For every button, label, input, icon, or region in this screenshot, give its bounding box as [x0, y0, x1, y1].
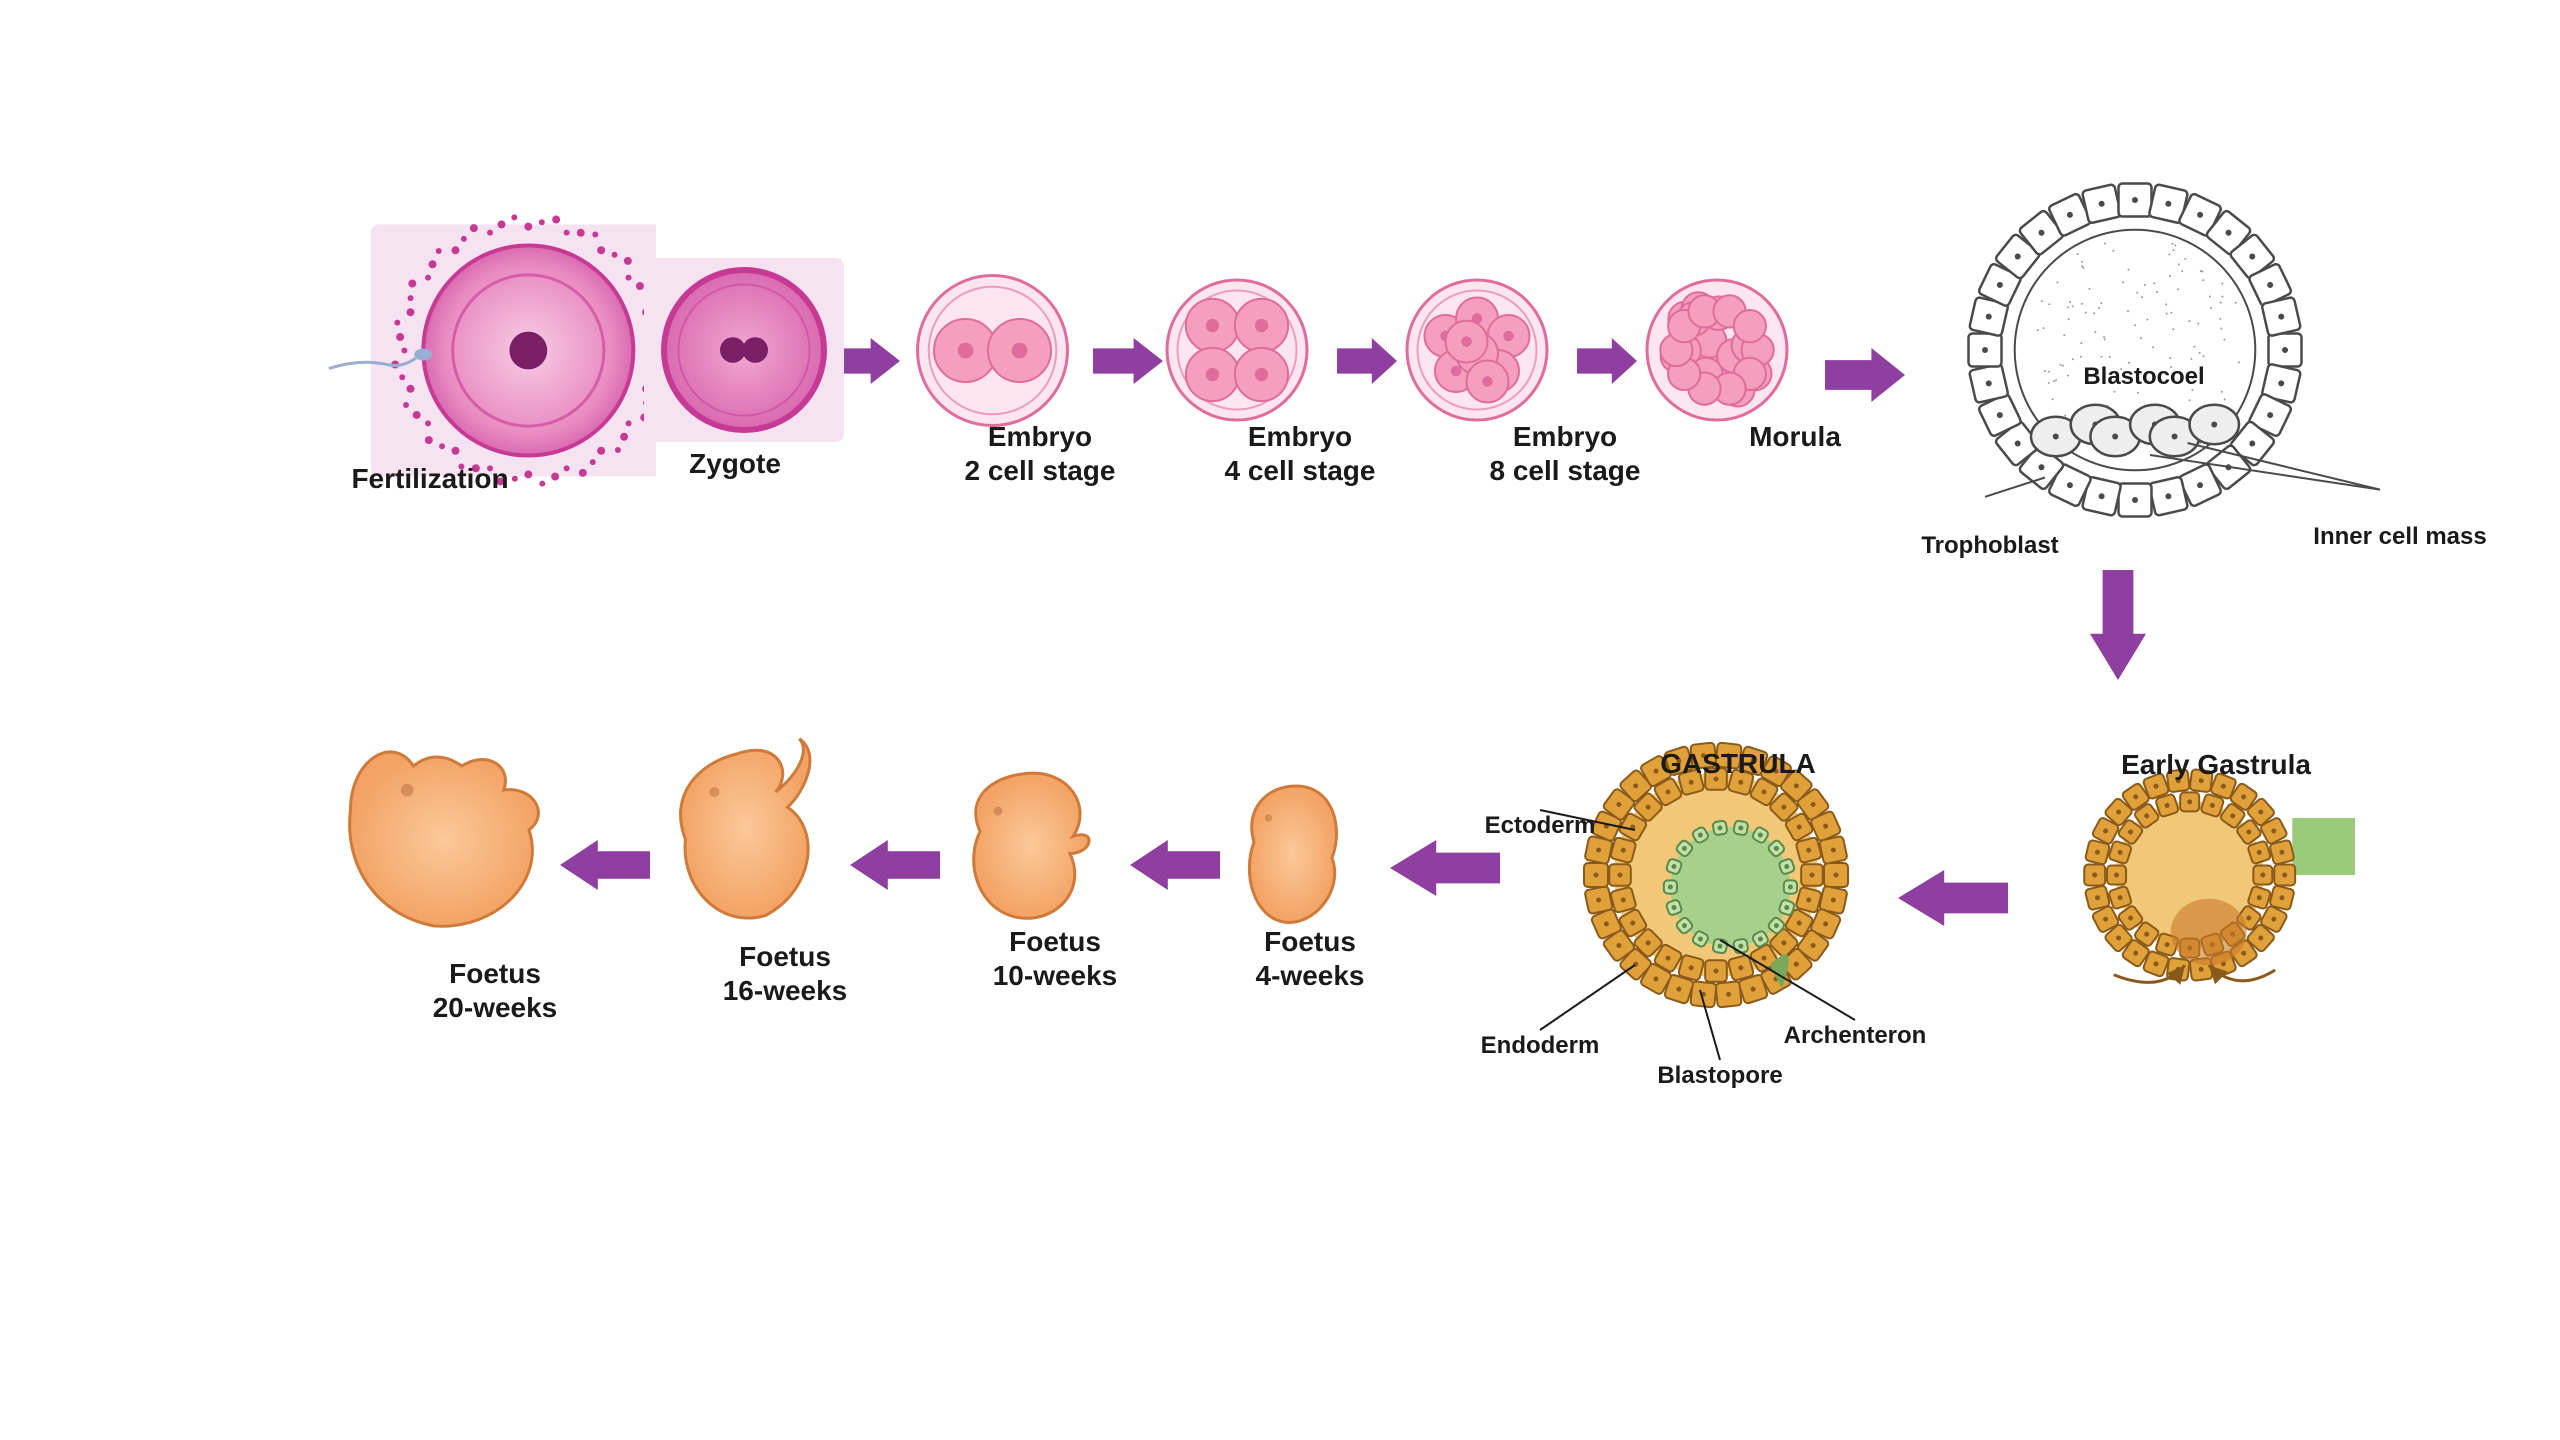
- stage-label: Morula: [1595, 420, 1995, 454]
- stage-early-gastrula: [2070, 761, 2355, 989]
- stage-e2: [910, 268, 1075, 433]
- stage-f16: [660, 735, 830, 925]
- stage-morula: [1640, 273, 1794, 427]
- flow-arrow: [1337, 338, 1397, 384]
- stage-zygote: [640, 254, 848, 446]
- annotation-label: Trophoblast: [1790, 532, 2190, 560]
- stage-label: Early Gastrula: [2016, 748, 2416, 782]
- flow-arrow: [850, 840, 940, 890]
- annotation-label: Inner cell mass: [2200, 523, 2560, 551]
- flow-arrow: [1390, 840, 1500, 896]
- annotation-label: Blastocoel: [1944, 363, 2344, 391]
- flow-arrow: [1577, 338, 1637, 384]
- annotation-label: Archenteron: [1655, 1022, 2055, 1050]
- stage-f10: [950, 760, 1100, 930]
- stage-blastocyst: [1940, 180, 2410, 540]
- stage-fertilization: [320, 214, 656, 487]
- flow-arrow: [1898, 870, 2008, 926]
- stage-e4: [1160, 273, 1314, 427]
- flow-arrow: [560, 840, 650, 890]
- stage-e8: [1400, 273, 1554, 427]
- embryo-development-diagram: FertilizationZygoteEmbryo 2 cell stageEm…: [0, 0, 2560, 1440]
- flow-arrow: [1093, 338, 1163, 384]
- stage-label: Foetus 20-weeks: [295, 957, 695, 1024]
- stage-label: GASTRULA: [1538, 747, 1938, 781]
- stage-f20: [340, 730, 550, 930]
- annotation-label: Ectoderm: [1340, 812, 1740, 840]
- annotation-label: Blastopore: [1520, 1062, 1920, 1090]
- stage-f4: [1230, 770, 1350, 930]
- flow-arrow: [1825, 348, 1905, 402]
- flow-arrow: [1130, 840, 1220, 890]
- flow-arrow: [2090, 570, 2146, 680]
